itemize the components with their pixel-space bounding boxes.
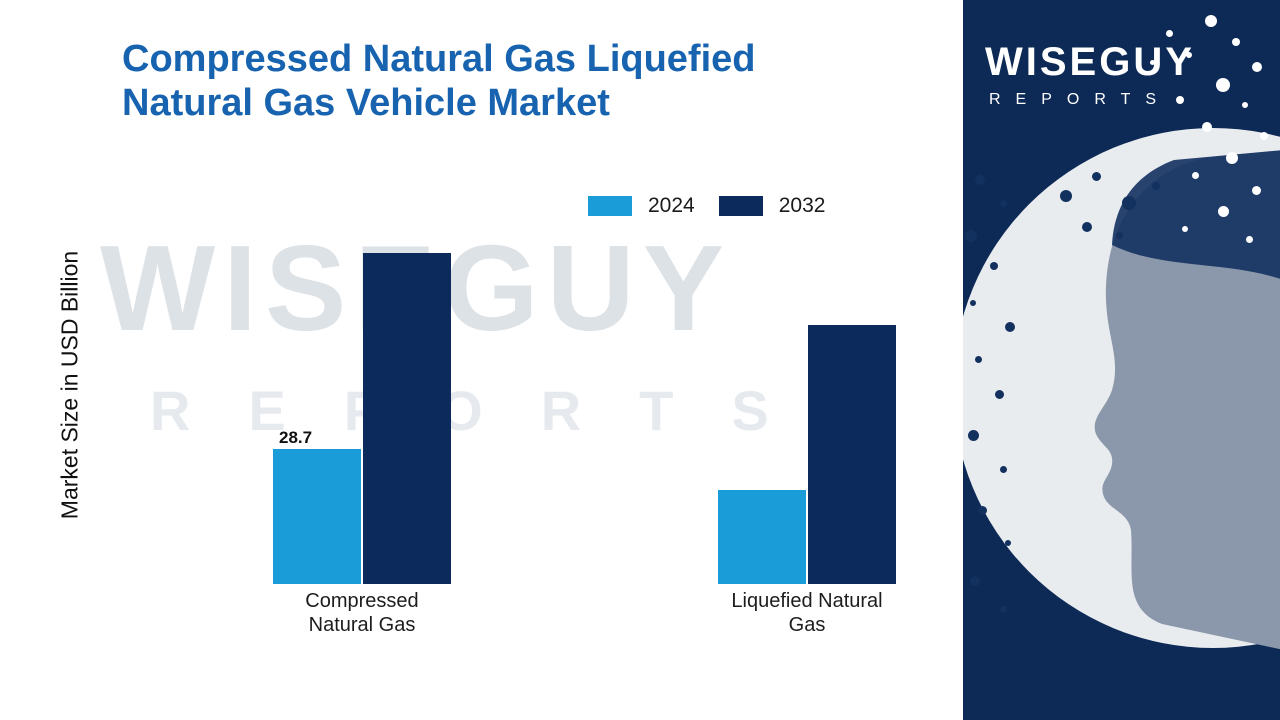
decorative-dot bbox=[965, 230, 977, 242]
decorative-dot bbox=[1192, 172, 1199, 179]
bar-cng-2024 bbox=[273, 449, 361, 584]
decorative-dot bbox=[970, 576, 980, 586]
brand-logo-sub: REPORTS bbox=[989, 91, 1172, 108]
bar-lng-2024 bbox=[718, 490, 806, 584]
legend-item-2032: 2032 bbox=[718, 194, 826, 218]
decorative-dot bbox=[1082, 222, 1092, 232]
decorative-dot bbox=[1260, 132, 1268, 140]
chart-title: Compressed Natural Gas Liquefied Natural… bbox=[122, 38, 756, 124]
decorative-dot bbox=[1252, 62, 1262, 72]
watermark-reports: REPORTS bbox=[150, 379, 827, 442]
decorative-dot bbox=[975, 175, 985, 185]
decorative-dot bbox=[990, 262, 998, 270]
decorative-dot bbox=[1166, 30, 1173, 37]
legend-label-2032: 2032 bbox=[778, 194, 826, 217]
decorative-dot bbox=[995, 390, 1004, 399]
decorative-dot bbox=[1246, 236, 1253, 243]
decorative-dot bbox=[1242, 102, 1248, 108]
bar-group-liquefied-natural-gas bbox=[718, 325, 896, 584]
decorative-dot bbox=[1202, 122, 1212, 132]
decorative-dot bbox=[1000, 606, 1007, 613]
decorative-dot bbox=[1216, 78, 1230, 92]
decorative-dot bbox=[1150, 60, 1155, 65]
brand-band: WISEGUY REPORTS bbox=[963, 0, 1280, 720]
decorative-dot bbox=[978, 506, 987, 515]
bar-lng-2032 bbox=[808, 325, 896, 584]
category-label-liquefied-natural-gas: Liquefied Natural Gas bbox=[731, 590, 883, 636]
decorative-dot bbox=[970, 300, 976, 306]
decorative-dot bbox=[1218, 206, 1229, 217]
category-label-compressed-natural-gas: Compressed Natural Gas bbox=[305, 590, 419, 636]
decorative-dot bbox=[1152, 182, 1160, 190]
decorative-dot bbox=[1000, 466, 1007, 473]
decorative-dot bbox=[1005, 540, 1011, 546]
decorative-dot bbox=[1182, 226, 1188, 232]
decorative-dot bbox=[1176, 96, 1184, 104]
decorative-dot bbox=[1005, 322, 1015, 332]
decorative-dot bbox=[1205, 15, 1217, 27]
brand-logo-name: WISEGUY bbox=[985, 40, 1195, 84]
legend-label-2024: 2024 bbox=[648, 194, 695, 217]
decorative-dot bbox=[1116, 232, 1123, 239]
decorative-dot bbox=[975, 356, 982, 363]
decorative-dot bbox=[1092, 172, 1101, 181]
legend-swatch-2032 bbox=[718, 196, 763, 216]
decorative-dot bbox=[968, 430, 979, 441]
decorative-dot bbox=[1000, 200, 1007, 207]
legend-swatch-2024 bbox=[588, 196, 632, 216]
legend-item-2024: 2024 bbox=[588, 194, 695, 218]
bar-value-label: 28.7 bbox=[279, 428, 313, 447]
decorative-dot bbox=[1252, 186, 1261, 195]
decorative-dot bbox=[1226, 152, 1238, 164]
decorative-dot bbox=[1232, 38, 1240, 46]
decorative-dot bbox=[1186, 52, 1192, 58]
bar-group-compressed-natural-gas bbox=[273, 253, 451, 584]
decorative-dot bbox=[1060, 190, 1072, 202]
decorative-dot bbox=[1122, 196, 1136, 210]
bar-cng-2032 bbox=[363, 253, 451, 584]
chart-legend: 2024 2032 bbox=[588, 194, 825, 218]
y-axis-label: Market Size in USD Billion bbox=[56, 250, 83, 520]
brand-logo: WISEGUY REPORTS bbox=[985, 40, 1195, 109]
